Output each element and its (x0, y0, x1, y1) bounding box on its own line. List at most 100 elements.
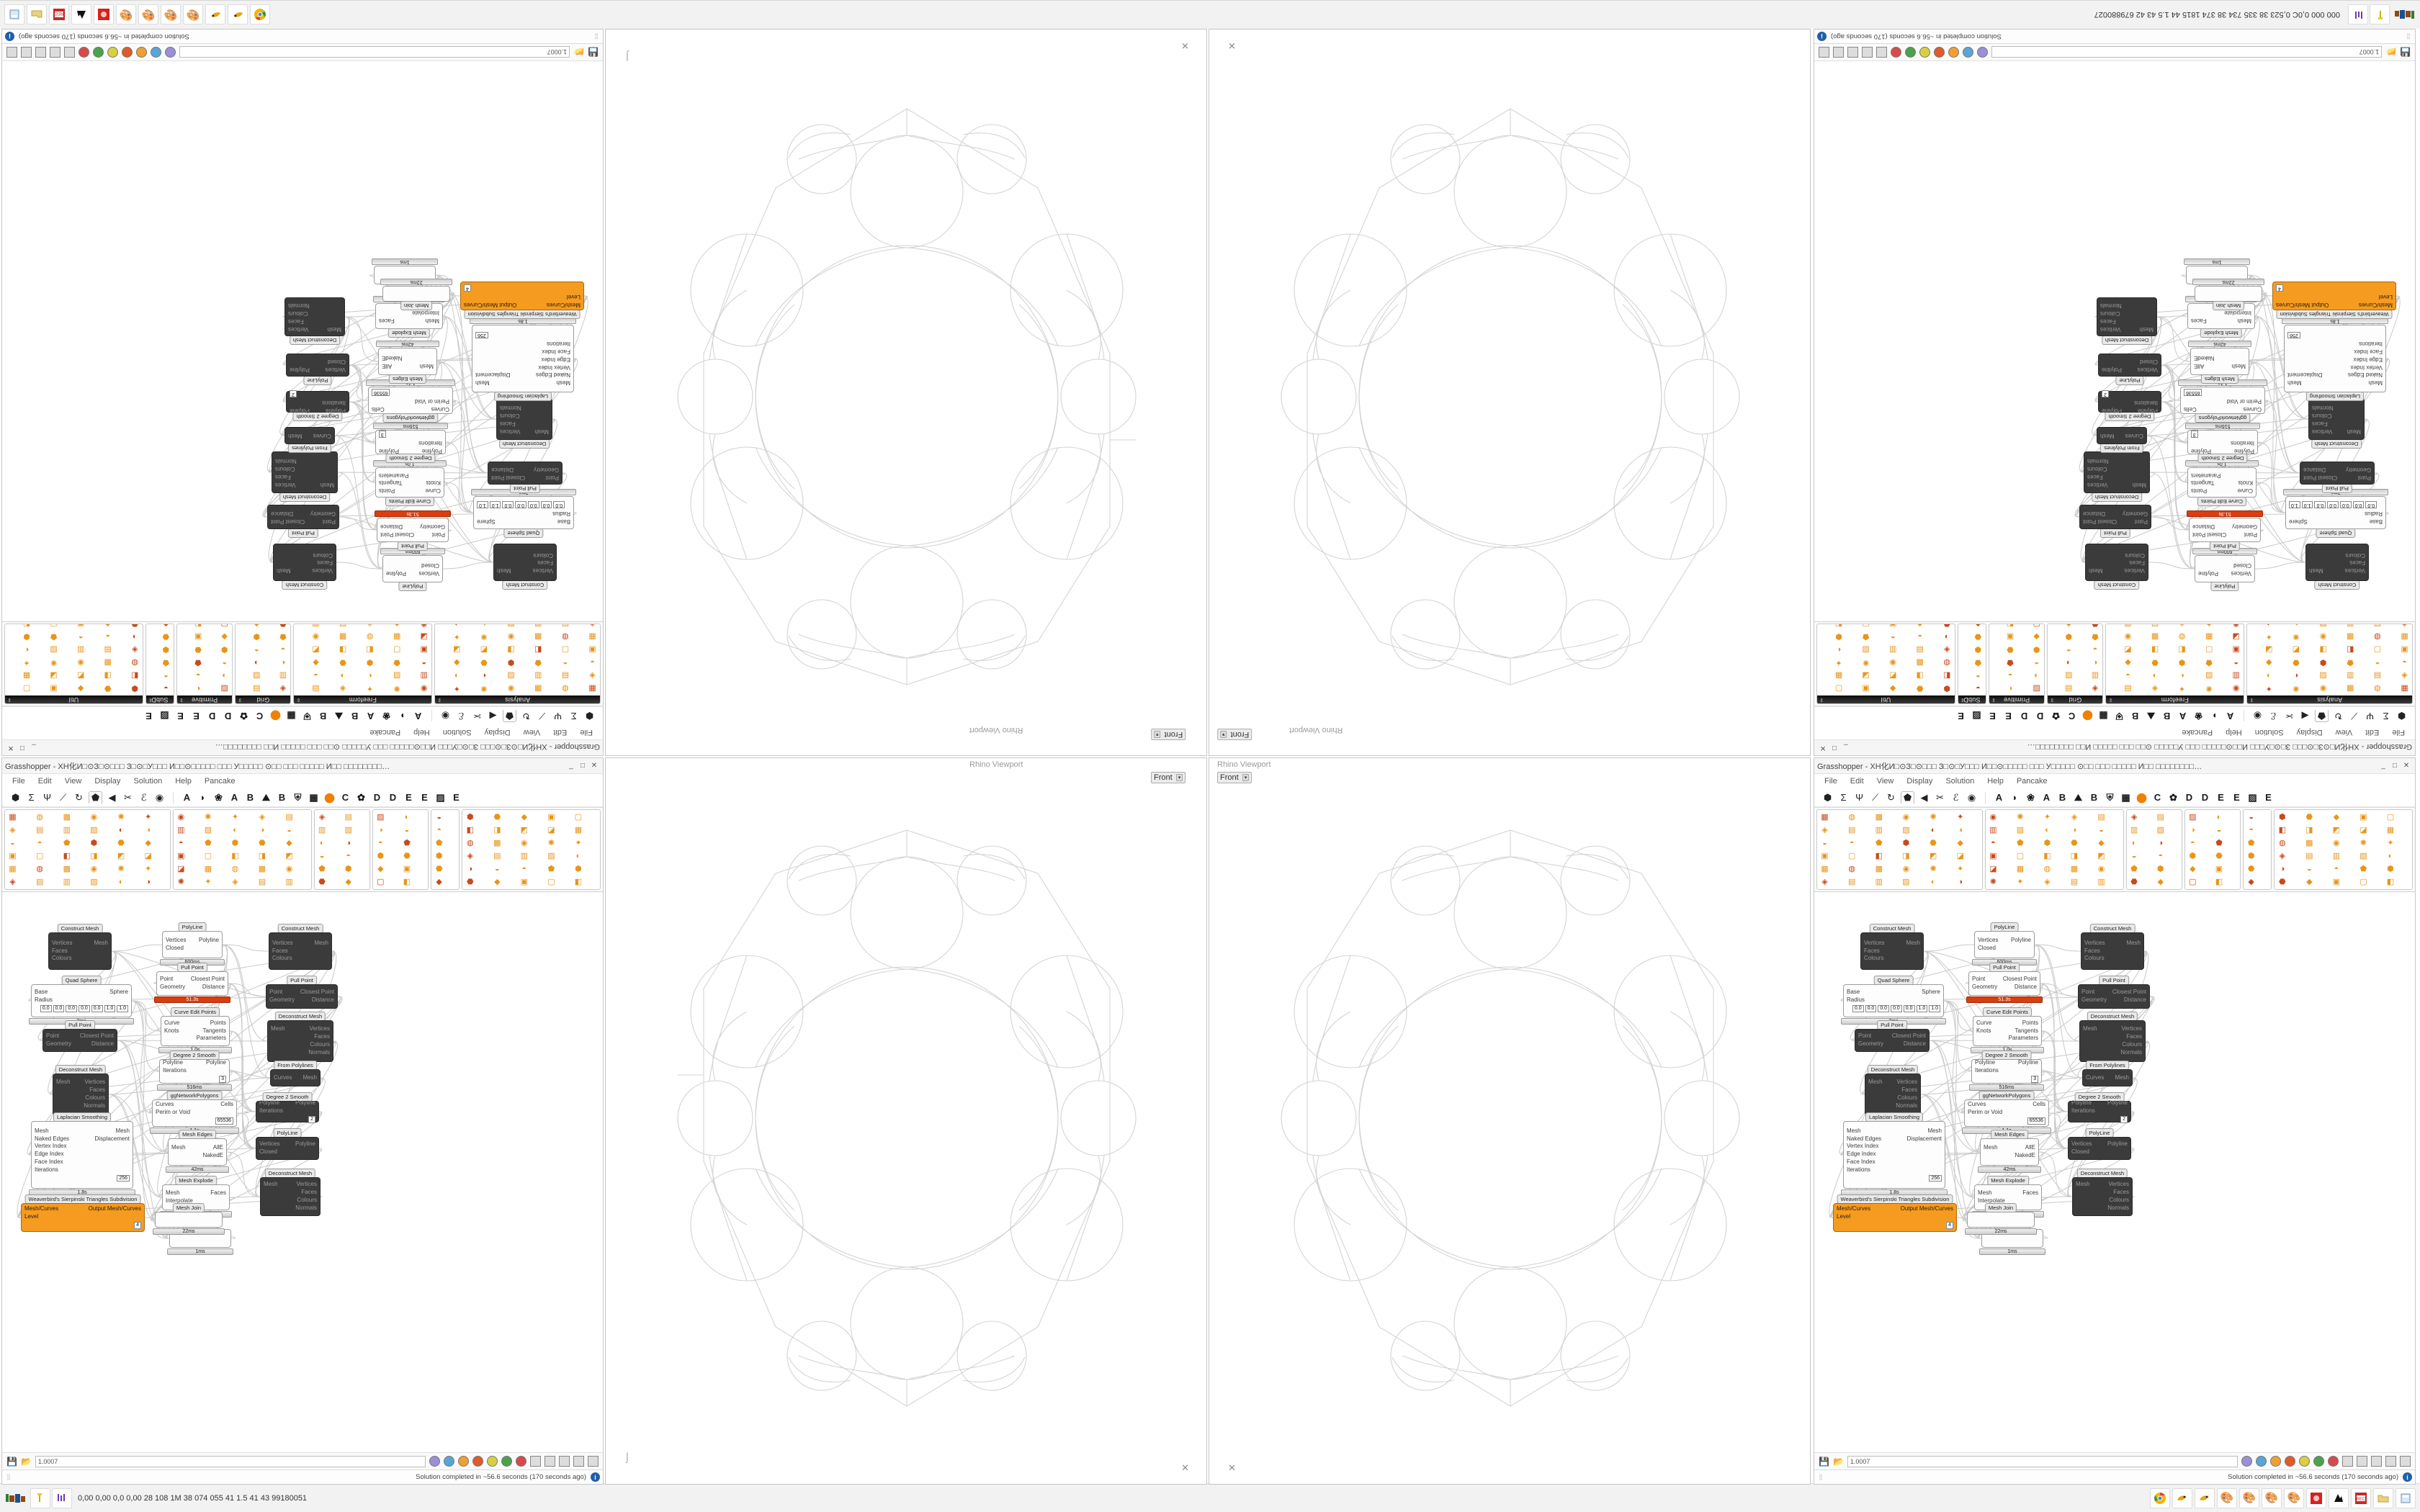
ribbon-component-icon[interactable]: ◐ (404, 813, 410, 822)
ribbon-component-icon[interactable]: ▣ (433, 889, 445, 890)
open-icon[interactable]: 📂 (1832, 1456, 1844, 1467)
ribbon-component-icon[interactable]: ◪ (50, 671, 58, 680)
shield-icon[interactable]: ⛨ (2115, 711, 2123, 722)
gh-component-polyline[interactable]: Vertices Polyline Closed (286, 354, 349, 377)
grasshopper-window-bottom-right[interactable]: Grasshopper - XH化И□⊙З□⊙□□□ З□⊙□У□□□ И□□⊙… (1814, 757, 2416, 1485)
node-input-label[interactable]: Mesh (2231, 362, 2246, 369)
node-input-label[interactable]: Mesh (419, 362, 434, 369)
ribbon-component-icon[interactable]: ◆ (1957, 839, 1963, 847)
node-output-label[interactable]: Colours (500, 413, 520, 419)
gh-component-deconstruct-mesh[interactable]: Mesh Vertices Faces Colours Normals (2308, 398, 2365, 440)
calculator-icon[interactable] (2396, 1488, 2416, 1508)
node-input-label[interactable]: Perim or Void (414, 397, 449, 405)
node-input-label[interactable]: Geometry (2081, 996, 2107, 1003)
shade-icon[interactable] (544, 1456, 555, 1467)
ribbon-component-icon[interactable]: ⬢ (2247, 852, 2255, 860)
node-input-label[interactable]: Radius (2365, 510, 2383, 517)
ribbon-component-icon[interactable]: ▦ (1834, 671, 1843, 680)
node-value-field[interactable]: 0.0 (540, 501, 552, 509)
node-input-label[interactable]: Polyline (1975, 1059, 1996, 1066)
color-swatch[interactable] (1948, 47, 1959, 58)
node-input-label[interactable]: Point (2244, 531, 2257, 538)
node-input-label[interactable]: Mesh (2237, 317, 2251, 324)
ribbon-component-icon[interactable]: ⬣ (2247, 865, 2255, 873)
gh-component-pull-point[interactable]: Point Closest Point Geometry Distance (2079, 505, 2151, 529)
menu-item-help[interactable]: Help (175, 777, 192, 786)
ribbon-component-icon[interactable]: ◈ (339, 684, 346, 693)
ribbon-component-icon[interactable]: ▣ (1821, 852, 1829, 860)
ribbon-component-icon[interactable]: ◆ (521, 813, 528, 822)
mesh-icon[interactable]: ◀ (1920, 791, 1928, 803)
ribbon-component-icon[interactable]: ◨ (2276, 889, 2288, 890)
gh-component-deconstruct-mesh[interactable]: Mesh Vertices Faces Colours Normals (260, 1177, 321, 1216)
sets-icon[interactable]: Ψ (43, 792, 51, 803)
ribbon-component-icon[interactable]: ⬢ (2278, 813, 2286, 822)
toolbar-letter-a[interactable]: A (230, 792, 238, 803)
gh-component-construct-mesh[interactable]: Vertices Mesh Faces Colours (2085, 544, 2148, 581)
menu-item-display[interactable]: Display (94, 777, 121, 786)
gh-component-degree-2-smooth[interactable]: Polyline Polyline Iterations 2 (2068, 1100, 2131, 1123)
node-input-label[interactable]: Geometry (46, 1040, 72, 1047)
node-value-field[interactable]: 65536 (372, 389, 390, 397)
ribbon-component-icon[interactable]: ◐ (2007, 684, 2013, 693)
node-input-label[interactable]: Mesh/Curves (2358, 301, 2393, 308)
gh-component-construct-mesh[interactable]: Vertices Mesh Faces Colours (2081, 932, 2144, 970)
ribbon-component-icon[interactable]: ⬢ (88, 889, 100, 890)
node-input-label[interactable]: Closed (2233, 562, 2251, 569)
ribbon-component-icon[interactable]: ◆ (1954, 889, 1966, 890)
ribbon-component-icon[interactable]: ◒ (436, 813, 442, 822)
node-output-label[interactable]: Colours (2109, 1197, 2129, 1203)
node-value-field[interactable]: 0.0 (515, 501, 526, 509)
ribbon-component-icon[interactable]: ◆ (2157, 878, 2164, 886)
ribbon-component-icon[interactable]: ▥ (177, 826, 185, 834)
node-output-label[interactable]: Normals (295, 1204, 317, 1211)
ribbon-component-icon[interactable]: ◒ (1976, 684, 1981, 693)
node-input-label[interactable]: Mesh (2083, 1025, 2097, 1032)
params-icon[interactable]: ⬢ (11, 791, 20, 803)
ribbon-component-icon[interactable]: ◆ (77, 684, 84, 693)
ribbon-component-icon[interactable]: ▦ (393, 632, 401, 641)
ribbon-component-icon[interactable]: ▨ (220, 684, 228, 693)
curve-icon[interactable]: ↻ (1887, 791, 1895, 803)
ribbon-component-icon[interactable]: ◈ (589, 624, 596, 628)
node-input-label[interactable]: Geometry (160, 984, 186, 990)
node-input-label[interactable]: Edge Index (1847, 1151, 1876, 1158)
ribbon-component-icon[interactable]: ◨ (1916, 671, 1924, 680)
gh-component-mesh-edges[interactable]: Mesh AllE NakedE (378, 348, 437, 375)
node-input-label[interactable]: Mesh (1847, 1127, 1861, 1134)
node-output-label[interactable]: Parameters (196, 1035, 226, 1042)
node-output-label[interactable]: Polyline (295, 1099, 315, 1107)
node-output-label[interactable]: Closest Point (2303, 474, 2338, 481)
ribbon-component-icon[interactable]: ◩ (2097, 852, 2105, 860)
ribbon-component-icon[interactable]: ◆ (221, 632, 228, 641)
node-input-label[interactable]: Point (1972, 976, 1986, 983)
node-output-label[interactable]: NakedE (2015, 1152, 2035, 1158)
gh-component-laplacian-smoothing[interactable]: Mesh Mesh Naked Edges Displacement Vertex In… (2284, 325, 2386, 392)
ribbon-component-icon[interactable]: ▦ (2205, 632, 2213, 641)
node-output-label[interactable]: Closest Point (300, 989, 334, 996)
ribbon-component-icon[interactable]: ▨ (2360, 852, 2367, 860)
node-output-label[interactable]: Output Mesh/Curves (88, 1205, 141, 1212)
ribbon-component-icon[interactable]: ▥ (2091, 671, 2099, 680)
ribbon-component-icon[interactable]: ◈ (367, 624, 373, 628)
ribbon-component-icon[interactable]: ✦ (453, 632, 460, 641)
ribbon-component-icon[interactable]: ✦ (2265, 632, 2272, 641)
display-icon[interactable]: ◉ (1967, 791, 1976, 803)
node-input-label[interactable]: Mesh (166, 1189, 180, 1197)
node-input-label[interactable]: Geometry (269, 996, 295, 1003)
node-input-label[interactable]: Iterations (163, 1067, 187, 1074)
node-input-label[interactable]: Curves (1968, 1101, 1986, 1108)
ribbon-component-icon[interactable]: ▩ (258, 865, 266, 873)
toolbar-letter-d[interactable]: D (373, 792, 381, 803)
node-value-field[interactable]: 4 (134, 1221, 141, 1229)
ribbon-component-icon[interactable]: ▦ (2401, 684, 2408, 693)
ribbon-component-icon[interactable]: ◉ (1902, 813, 1910, 822)
ribbon-component-icon[interactable]: ▣ (177, 852, 185, 860)
ribbon-tab-util[interactable]: Util ⇕ (5, 696, 143, 703)
node-value-field[interactable]: 3 (219, 1075, 226, 1083)
ribbon-panel-util[interactable]: Util⇕⬢⬣◆▣▢◧◨◩◪▦◍▩◉✺✦◈▤▥▨◐◑◒◓⬟⬢⬣◆▣▢◧◨◩◪▦◍… (1816, 624, 1955, 704)
ribbon-component-icon[interactable]: ⬢ (377, 852, 385, 860)
ribbon-component-icon[interactable]: ◈ (467, 852, 474, 860)
node-output-label[interactable]: Faces (2100, 318, 2116, 325)
ribbon-component-icon[interactable]: ⬣ (1943, 624, 1951, 628)
